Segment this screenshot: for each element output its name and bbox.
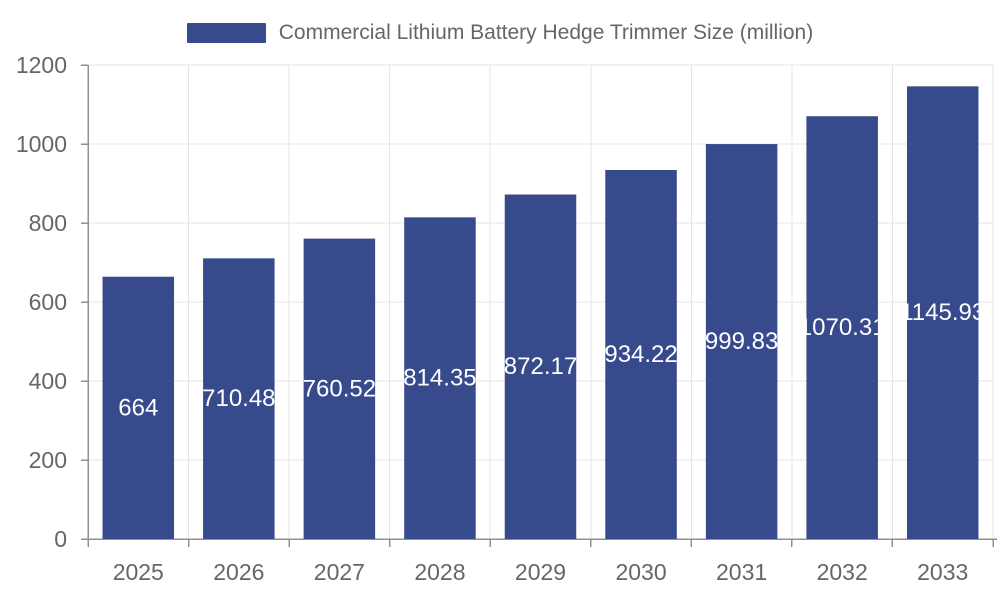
y-tick-label: 1000 — [16, 131, 67, 157]
y-tick-label: 200 — [29, 447, 67, 473]
x-tick-label: 2031 — [716, 559, 767, 585]
y-tick-label: 1200 — [16, 52, 67, 78]
y-tick-label: 800 — [29, 210, 67, 236]
x-tick-label: 2028 — [414, 559, 465, 585]
legend[interactable]: Commercial Lithium Battery Hedge Trimmer… — [0, 21, 1000, 45]
x-tick-label: 2027 — [314, 559, 365, 585]
bar-value-label: 664 — [118, 394, 158, 421]
bar-value-label: 1070.31 — [799, 314, 886, 341]
bar-2027 — [303, 238, 376, 539]
x-tick-label: 2025 — [113, 559, 164, 585]
bar-value-label: 1145.93 — [900, 299, 985, 326]
bar-2033 — [906, 86, 979, 539]
bar-value-label: 760.52 — [303, 375, 376, 402]
legend-label: Commercial Lithium Battery Hedge Trimmer… — [278, 21, 814, 44]
bar-2032 — [806, 116, 878, 540]
bar-2025 — [102, 276, 175, 539]
bar-value-label: 710.48 — [202, 385, 275, 412]
bar-value-label: 934.22 — [604, 341, 677, 368]
bar-2028 — [404, 217, 476, 539]
legend-swatch — [186, 23, 266, 43]
y-tick-label: 0 — [54, 526, 67, 552]
bar-value-label: 999.83 — [705, 328, 778, 355]
x-tick-label: 2032 — [817, 559, 868, 585]
bar-2029 — [504, 194, 577, 539]
bar-2026 — [203, 258, 275, 539]
x-tick-label: 2030 — [615, 559, 666, 585]
x-tick-label: 2026 — [213, 559, 264, 585]
y-tick-label: 600 — [29, 289, 67, 315]
x-tick-label: 2033 — [917, 559, 968, 585]
bar-2031 — [705, 144, 778, 540]
y-tick-label: 400 — [29, 368, 67, 394]
bar-value-label: 814.35 — [403, 365, 476, 392]
bar-value-label: 872.17 — [504, 353, 577, 380]
x-tick-label: 2029 — [515, 559, 566, 585]
bar-2030 — [605, 169, 677, 539]
